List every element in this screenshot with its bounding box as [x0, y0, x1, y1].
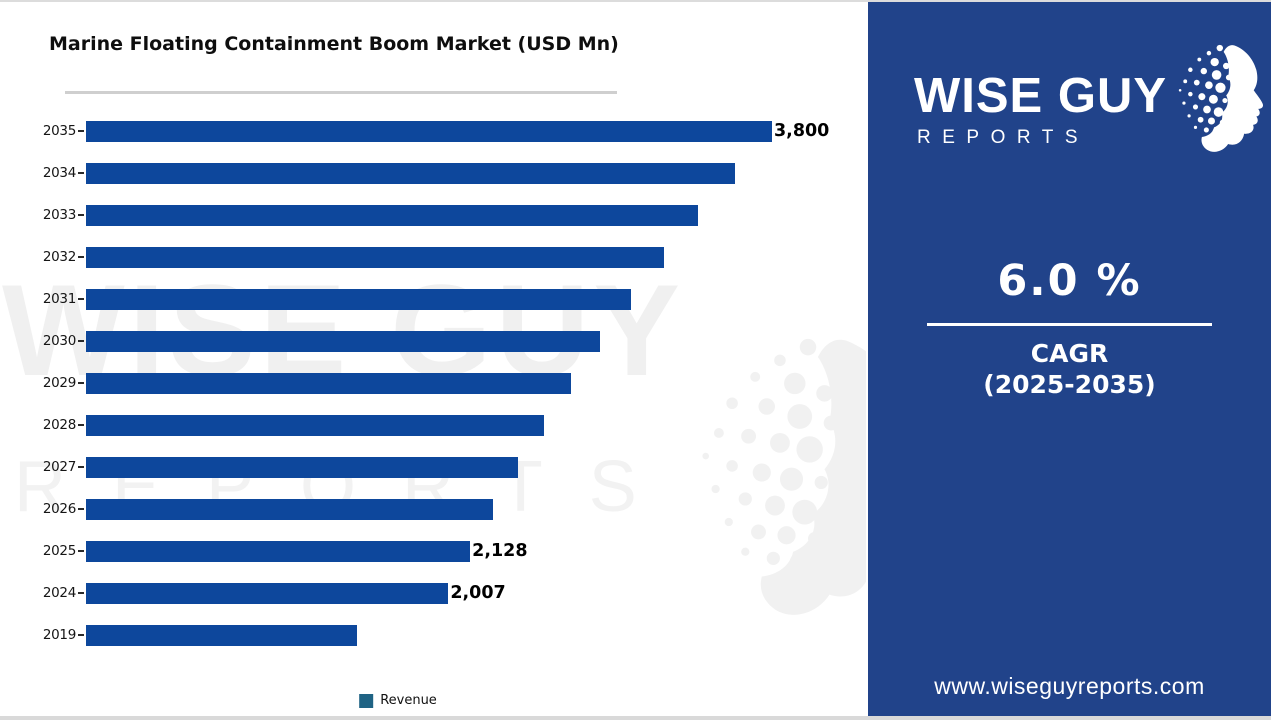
axis-tick-mark	[78, 298, 84, 300]
chart-row: 2024 2,007	[0, 572, 868, 614]
y-axis-tick-label: 2029	[42, 375, 76, 391]
chart-row: 2028	[0, 404, 868, 446]
bar-track	[86, 498, 772, 520]
y-axis-tick-label: 2019	[42, 627, 76, 643]
revenue-bar	[86, 456, 518, 478]
y-axis-tick-label: 2026	[42, 501, 76, 517]
revenue-bar	[86, 120, 772, 142]
bar-track: 2,128	[86, 540, 772, 562]
top-frame-line	[0, 0, 1271, 2]
y-axis-tick-label: 2031	[42, 291, 76, 307]
cagr-value: 6.0 %	[997, 256, 1142, 306]
chart-row: 2031	[0, 278, 868, 320]
revenue-bar	[86, 582, 449, 604]
revenue-bar	[86, 204, 699, 226]
revenue-bar	[86, 330, 601, 352]
revenue-bar	[86, 246, 664, 268]
bar-track	[86, 204, 772, 226]
axis-tick-mark	[78, 130, 84, 132]
brand-logo: WISE GUY REPORTS	[914, 42, 1271, 174]
cagr-range: (2025-2035)	[983, 369, 1156, 399]
chart-row: 2034	[0, 152, 868, 194]
axis-tick-mark	[78, 172, 84, 174]
revenue-bar	[86, 540, 471, 562]
revenue-bar	[86, 624, 357, 646]
axis-tick-mark	[78, 550, 84, 552]
bar-track	[86, 330, 772, 352]
brand-head-icon	[1178, 44, 1264, 152]
axis-tick-mark	[78, 340, 84, 342]
bar-track	[86, 246, 772, 268]
revenue-bar	[86, 288, 632, 310]
bar-track	[86, 288, 772, 310]
chart-row: 2019	[0, 614, 868, 656]
chart-legend: Revenue	[359, 693, 437, 708]
chart-title: Marine Floating Containment Boom Market …	[49, 33, 619, 55]
axis-tick-mark	[78, 382, 84, 384]
title-divider-line	[65, 91, 617, 94]
bar-value-label: 2,128	[472, 541, 528, 561]
chart-row: 2027	[0, 446, 868, 488]
bar-value-label: 3,800	[774, 121, 830, 141]
chart-rows: 2035 3,800 2034 2033 2032 2031 2030 2029 2028 202…	[0, 110, 868, 656]
y-axis-tick-label: 2034	[42, 165, 76, 181]
bottom-frame-line	[0, 716, 1271, 720]
brand-panel: WISE GUY REPORTS 6.0 % CAGR (2025-	[868, 0, 1271, 720]
cagr-block: 6.0 % CAGR (2025-2035)	[868, 256, 1271, 400]
bar-track	[86, 624, 772, 646]
chart-row: 2026	[0, 488, 868, 530]
revenue-bar	[86, 414, 544, 436]
bar-track	[86, 162, 772, 184]
y-axis-tick-label: 2027	[42, 459, 76, 475]
axis-tick-mark	[78, 634, 84, 636]
cagr-divider-line	[927, 323, 1212, 326]
y-axis-tick-label: 2032	[42, 249, 76, 265]
chart-row: 2033	[0, 194, 868, 236]
axis-tick-mark	[78, 424, 84, 426]
y-axis-tick-label: 2035	[42, 123, 76, 139]
axis-tick-mark	[78, 256, 84, 258]
website-link[interactable]: www.wiseguyreports.com	[934, 673, 1205, 699]
chart-row: 2035 3,800	[0, 110, 868, 152]
legend-swatch	[359, 693, 374, 708]
y-axis-tick-label: 2028	[42, 417, 76, 433]
y-axis-tick-label: 2025	[42, 543, 76, 559]
chart-row: 2030	[0, 320, 868, 362]
bar-track	[86, 372, 772, 394]
chart-row: 2025 2,128	[0, 530, 868, 572]
revenue-bar	[86, 162, 736, 184]
axis-tick-mark	[78, 466, 84, 468]
axis-tick-mark	[78, 592, 84, 594]
revenue-bar	[86, 498, 494, 520]
brand-name: WISE GUY	[914, 69, 1168, 123]
revenue-bar	[86, 372, 572, 394]
chart-row: 2029	[0, 362, 868, 404]
legend-label: Revenue	[380, 693, 437, 708]
y-axis-tick-label: 2030	[42, 333, 76, 349]
chart-area: WISE GUY REPORTS Marine Floating Con	[0, 33, 868, 708]
y-axis-tick-label: 2024	[42, 585, 76, 601]
y-axis-tick-label: 2033	[42, 207, 76, 223]
brand-subname: REPORTS	[917, 127, 1090, 148]
bar-track	[86, 456, 772, 478]
axis-tick-mark	[78, 508, 84, 510]
cagr-label: CAGR	[1030, 339, 1109, 368]
axis-tick-mark	[78, 214, 84, 216]
chart-row: 2032	[0, 236, 868, 278]
bar-track	[86, 414, 772, 436]
bar-track: 2,007	[86, 582, 772, 604]
bar-value-label: 2,007	[450, 583, 506, 603]
bar-track: 3,800	[86, 120, 829, 142]
